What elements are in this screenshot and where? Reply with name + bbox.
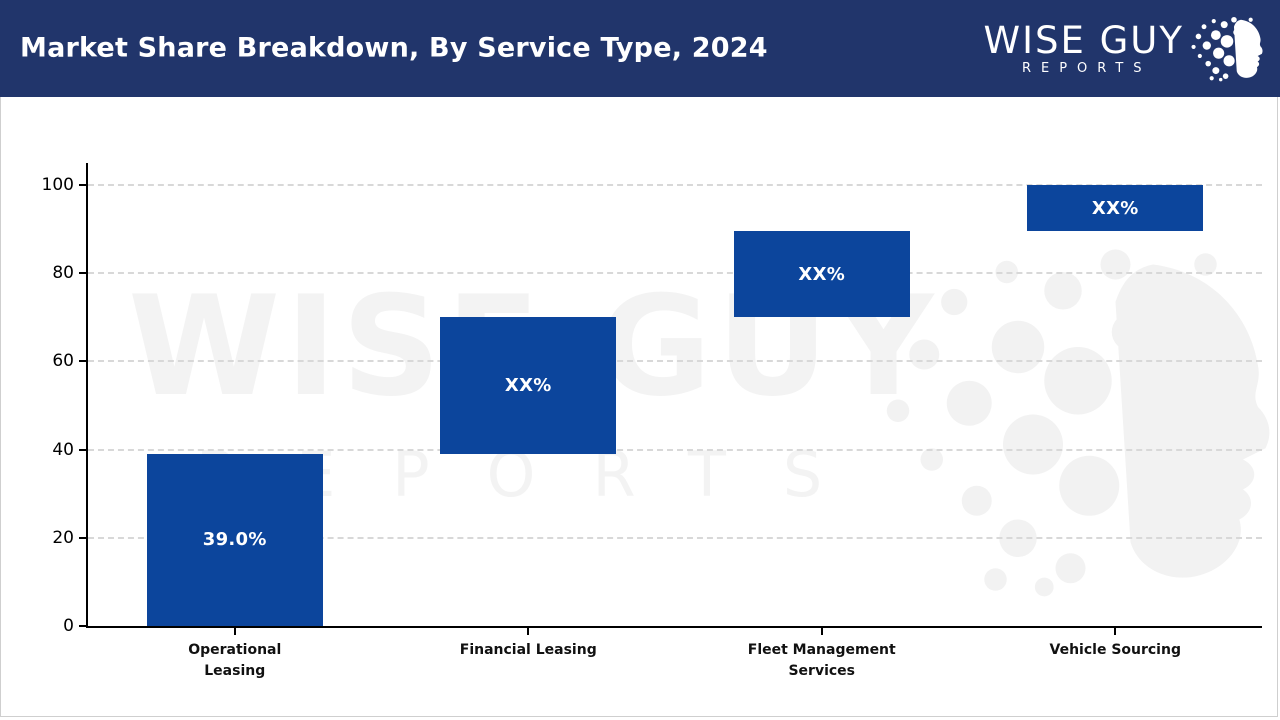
bar-financial-leasing: XX% (440, 317, 617, 454)
y-tick-label-100: 100 (41, 175, 74, 195)
y-tick-100 (79, 184, 88, 186)
y-axis-spine (86, 163, 88, 628)
plot-area: 0 20 40 60 80 100 39.0% Operational Leasing XX% Fi… (0, 97, 1280, 720)
brand-subtitle: REPORTS (1021, 61, 1152, 77)
gridline-60 (88, 360, 1262, 363)
y-tick-label-80: 80 (52, 263, 74, 284)
y-tick-80 (79, 272, 88, 275)
x-tick-2 (820, 628, 823, 635)
y-tick-60 (79, 360, 88, 363)
watermark-face-icon (868, 212, 1280, 632)
bar-operational-leasing: 39.0% (146, 454, 323, 626)
gridline-100 (88, 184, 1262, 186)
x-category-label-3: Vehicle Sourcing (1049, 642, 1181, 658)
chart-title: Market Share Breakdown, By Service Type,… (20, 31, 768, 63)
x-axis-spine (86, 626, 1262, 628)
x-tick-0 (233, 628, 236, 635)
x-category-label-0: Operational Leasing (188, 642, 282, 679)
bar-value-label: XX% (798, 263, 846, 285)
brand-text: WISE GUY REPORTS (983, 18, 1184, 77)
y-tick-40 (79, 448, 88, 451)
y-tick-0 (79, 625, 88, 627)
gridline-20 (88, 536, 1262, 539)
y-tick-label-0: 0 (63, 616, 74, 636)
brand-logo: WISE GUY REPORTS (984, 5, 1266, 93)
gridline-40 (88, 448, 1262, 451)
y-tick-20 (79, 536, 88, 539)
y-tick-label-20: 20 (52, 527, 74, 548)
bar-value-label: 39.0% (202, 529, 267, 551)
header-bar: Market Share Breakdown, By Service Type,… (0, 0, 1280, 97)
x-tick-1 (527, 628, 530, 635)
x-category-label-1: Financial Leasing (459, 642, 597, 658)
x-category-label-2: Fleet Management Services (747, 642, 896, 679)
x-tick-3 (1114, 628, 1117, 635)
y-tick-label-60: 60 (52, 351, 74, 372)
brand-name: WISE GUY (983, 18, 1184, 62)
bar-fleet-management-services: XX% (733, 231, 910, 318)
gridline-80 (88, 272, 1262, 275)
brand-face-icon (1188, 8, 1266, 90)
bar-value-label: XX% (504, 375, 552, 397)
bar-vehicle-sourcing: XX% (1027, 185, 1204, 232)
y-tick-label-40: 40 (52, 439, 74, 460)
bar-value-label: XX% (1091, 197, 1139, 219)
